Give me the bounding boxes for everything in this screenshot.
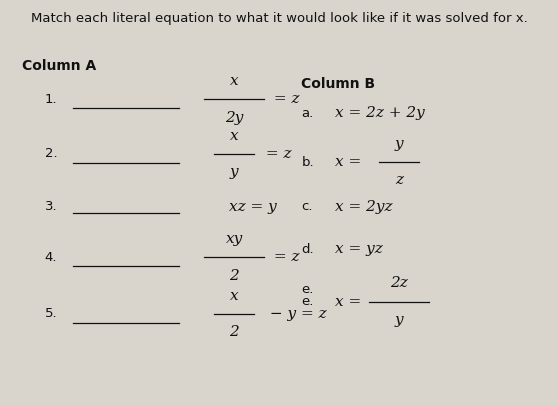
Text: 1.: 1. (45, 93, 57, 106)
Text: z: z (395, 173, 403, 188)
Text: 2: 2 (229, 325, 239, 339)
Text: = z: = z (269, 92, 300, 106)
Text: 2.: 2. (45, 147, 57, 160)
Text: y: y (395, 136, 403, 151)
Text: xy: xy (226, 232, 243, 246)
Text: x = yz: x = yz (335, 242, 383, 256)
Text: x = 2yz: x = 2yz (335, 200, 392, 213)
Text: = z: = z (269, 250, 300, 264)
Text: 2z: 2z (390, 276, 408, 290)
Text: x: x (230, 288, 239, 303)
Text: x: x (230, 128, 239, 143)
Text: a.: a. (301, 107, 314, 120)
Text: 3.: 3. (45, 200, 57, 213)
Text: 2: 2 (229, 269, 239, 283)
Text: d.: d. (301, 243, 314, 256)
Text: xz = y: xz = y (229, 200, 277, 213)
Text: e.: e. (301, 295, 314, 308)
Text: b.: b. (301, 156, 314, 168)
Text: y: y (395, 313, 403, 327)
Text: Column A: Column A (22, 59, 97, 73)
Text: c.: c. (301, 200, 313, 213)
Text: 2y: 2y (225, 111, 243, 125)
Text: 4.: 4. (45, 251, 57, 264)
Text: x =: x = (335, 155, 366, 169)
Text: e.: e. (301, 283, 314, 296)
Text: x = 2z + 2y: x = 2z + 2y (335, 107, 425, 120)
Text: x =: x = (335, 295, 366, 309)
Text: Column B: Column B (301, 77, 376, 91)
Text: x: x (230, 74, 239, 88)
Text: − y = z: − y = z (265, 307, 326, 321)
Text: 5.: 5. (45, 307, 57, 320)
Text: y: y (230, 165, 239, 179)
Text: = z: = z (261, 147, 292, 161)
Text: Match each literal equation to what it would look like if it was solved for x.: Match each literal equation to what it w… (31, 12, 527, 25)
